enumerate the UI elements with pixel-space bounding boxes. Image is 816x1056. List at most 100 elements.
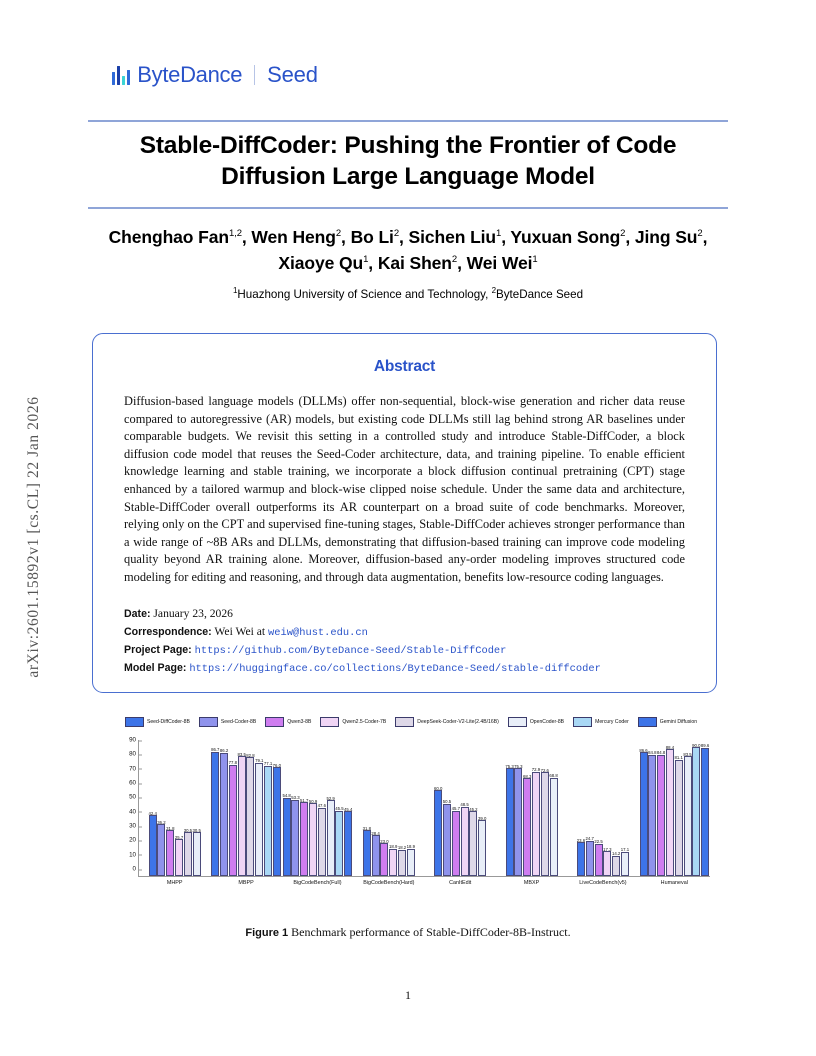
legend-swatch-icon — [320, 717, 340, 727]
legend-label: Qwen2.5-Coder-7B — [342, 719, 387, 725]
bar-value-label: 60.0 — [434, 785, 443, 791]
legend-label: OpenCoder-8B — [529, 719, 565, 725]
legend-swatch-icon — [637, 717, 657, 727]
model-page-link[interactable]: https://huggingface.co/collections/ByteD… — [189, 662, 601, 675]
bar-value-label: 50.5 — [442, 799, 452, 805]
figure-caption: Figure 1 Benchmark performance of Stable… — [88, 925, 728, 940]
y-axis-tick: 50 — [129, 793, 142, 801]
author-list: Chenghao Fan1,2, Wen Heng2, Bo Li2, Sich… — [108, 227, 708, 274]
legend-item-3[interactable]: Qwen2.5-Coder-7B — [320, 717, 386, 727]
y-tick-mark — [139, 869, 142, 870]
bar-group: 23.6 24.7 22.5 17.3 14.2 17.1 LiveCodeBench(v5… — [567, 740, 638, 886]
bar: 28.4 — [371, 831, 380, 876]
figure-caption-label: Figure 1 — [245, 927, 289, 939]
bar-value-label: 81.1 — [674, 755, 683, 761]
bar: 89.6 — [701, 743, 709, 876]
legend-item-2[interactable]: Qwen3-8B — [265, 717, 311, 727]
x-axis-label: BigCodeBench(Full) — [293, 880, 342, 886]
bar-value-label: 48.5 — [460, 802, 469, 808]
logo-bar-3 — [121, 75, 126, 85]
arxiv-side-stamp: arXiv:2601.15892v1 [cs.CL] 22 Jan 2026 — [25, 396, 42, 678]
legend-label: Mercury Coder — [595, 719, 629, 725]
bar-value-label: 77.1 — [263, 761, 273, 767]
bar: 31.8 — [363, 826, 371, 876]
bar: 18.9 — [389, 844, 397, 876]
bar: 14.2 — [612, 851, 620, 876]
bar-value-label: 18.9 — [406, 844, 415, 850]
bar: 30.5 — [192, 828, 201, 876]
legend-item-5[interactable]: OpenCoder-8B — [507, 717, 565, 727]
legend-swatch-icon — [265, 717, 285, 727]
bytedance-seed-logo: ByteDance Seed — [112, 62, 318, 88]
bar: 45.2 — [469, 807, 478, 876]
y-tick-mark — [139, 811, 142, 813]
bar-value-label: 39.0 — [477, 815, 487, 821]
bar: 31.8 — [166, 826, 174, 876]
legend-label: Seed-DiffCoder-8B — [146, 719, 190, 725]
bar-value-label: 89.6 — [700, 743, 710, 749]
legend-swatch-icon — [395, 717, 415, 727]
bar: 86.7 — [211, 747, 219, 876]
legend-item-7[interactable]: Gemini Diffusion — [637, 717, 697, 727]
bar: 83.5 — [237, 752, 246, 876]
bar: 53.3 — [291, 795, 300, 876]
bar: 23.6 — [577, 838, 585, 876]
legend-item-0[interactable]: Seed-DiffCoder-8B — [124, 717, 190, 727]
bar-value-label: 77.8 — [228, 760, 238, 766]
bar: 22.5 — [594, 839, 603, 876]
paper-page: ByteDance Seed Stable-DiffCoder: Pushing… — [88, 0, 728, 1056]
meta-row-date: Date: January 23, 2026 — [124, 605, 685, 623]
bar: 88.4 — [666, 745, 674, 876]
bar-value-label: 25.7 — [174, 834, 184, 840]
y-axis-tick: 80 — [129, 750, 142, 758]
correspondence-email-link[interactable]: weiw@hust.edu.cn — [268, 626, 368, 639]
y-tick-mark — [139, 754, 142, 756]
bar: 77.1 — [264, 761, 272, 876]
meta-row-model-page: Model Page: https://huggingface.co/colle… — [124, 659, 685, 677]
bar-value-label: 30.5 — [183, 827, 193, 833]
figure-1: Seed-DiffCoder-8B Seed-Coder-8B Qwen3-8B Qw… — [98, 715, 718, 905]
bar-value-label: 75.3 — [514, 763, 523, 769]
page-title: Stable-DiffCoder: Pushing the Frontier o… — [139, 132, 677, 191]
bar: 25.7 — [175, 835, 183, 876]
bar-value-label: 14.2 — [611, 851, 621, 857]
logo-brand-text: ByteDance — [137, 62, 243, 87]
chart-axes: 42.4 36.2 31.8 25.7 30.5 30.5 MHPP 86.7 86.2 77.8… — [129, 737, 710, 886]
bar: 52.9 — [326, 796, 335, 876]
bar-group: 54.8 53.3 51.7 50.9 47.6 52.9 45.5 45.4 BigCodeB… — [282, 740, 353, 886]
y-tick-mark — [139, 826, 142, 827]
bar: 86.6 — [639, 748, 648, 876]
y-axis-tick: 40 — [129, 808, 142, 816]
chart-bar-groups: 42.4 36.2 31.8 25.7 30.5 30.5 MHPP 86.7 86.2 77.8… — [139, 740, 710, 886]
y-axis-tick: 60 — [129, 779, 142, 787]
legend-item-6[interactable]: Mercury Coder — [573, 717, 629, 727]
figure-caption-text: Benchmark performance of Stable-DiffCode… — [291, 925, 571, 939]
x-axis-label: LiveCodeBench(v5) — [579, 880, 627, 886]
page-number: 1 — [405, 988, 411, 1002]
bar-value-label: 90.0 — [692, 742, 701, 748]
bar-value-label: 45.2 — [469, 806, 478, 812]
legend-item-4[interactable]: DeepSeek-Coder-V2-Lite(2.4B/16B) — [395, 717, 499, 727]
bar-group: 75.3 75.3 68.3 72.9 72.6 68.8 MBXP — [496, 740, 567, 886]
bar: 77.8 — [229, 760, 237, 876]
legend-swatch-icon — [573, 717, 593, 727]
bar-value-label: 47.6 — [317, 803, 327, 809]
bar-value-label: 22.5 — [594, 839, 603, 845]
bar-value-label: 30.5 — [192, 827, 201, 833]
x-axis-label: CanItEdit — [449, 880, 472, 886]
bar-value-label: 18.9 — [389, 844, 398, 850]
y-tick-mark — [139, 854, 142, 856]
bar-value-label: 31.8 — [362, 825, 371, 831]
bar-value-label: 75.3 — [505, 763, 514, 769]
meta-value-date: January 23, 2026 — [153, 606, 233, 620]
meta-key-correspondence: Correspondence: — [124, 625, 212, 638]
bar-value-label: 76.0 — [272, 762, 282, 768]
legend-item-1[interactable]: Seed-Coder-8B — [198, 717, 256, 727]
abstract-heading: Abstract — [373, 358, 436, 375]
bar-value-label: 86.2 — [219, 748, 229, 754]
bar-value-label: 72.6 — [540, 767, 549, 773]
logo-bar-2 — [116, 65, 121, 85]
bar-value-label: 18.2 — [397, 845, 407, 851]
project-page-link[interactable]: https://github.com/ByteDance-Seed/Stable… — [194, 644, 507, 657]
bar-value-label: 50.9 — [308, 798, 318, 804]
